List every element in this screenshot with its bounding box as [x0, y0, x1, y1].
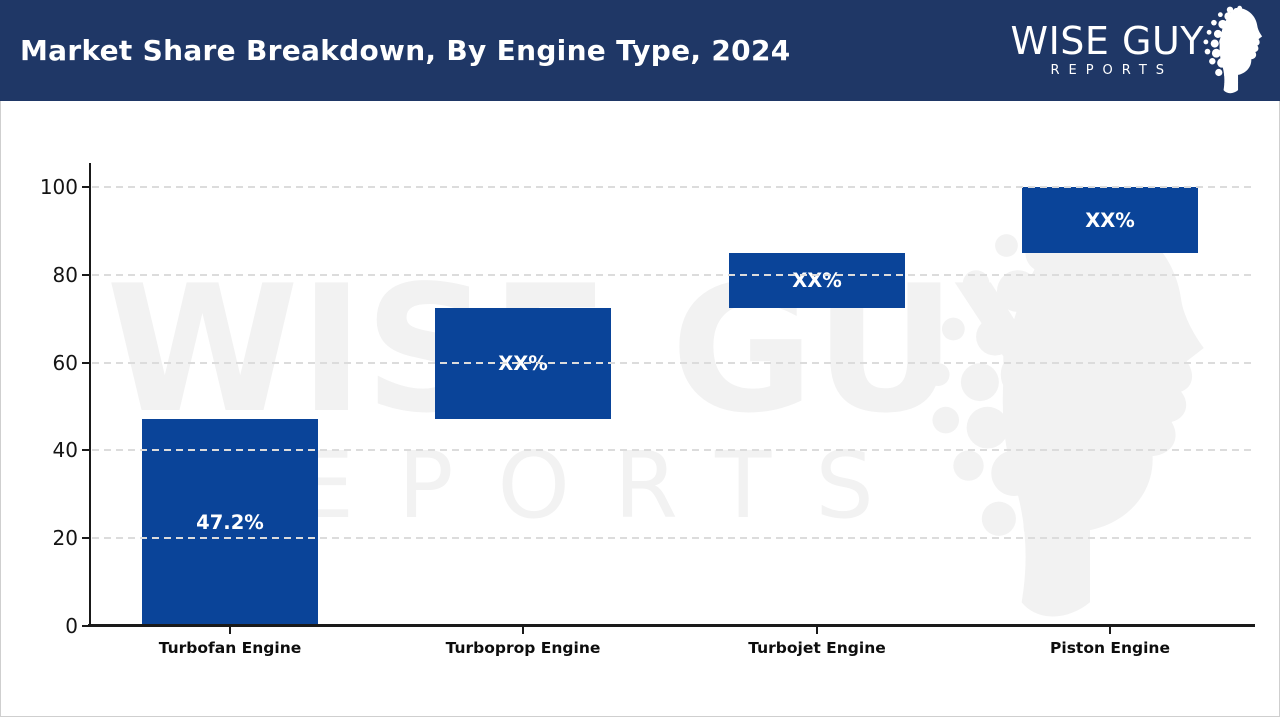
- x-axis-category-label: Turboprop Engine: [445, 639, 601, 657]
- x-axis-category-label: Turbofan Engine: [158, 639, 302, 657]
- bar-value-label: 47.2%: [196, 511, 264, 534]
- gridline: [92, 449, 1254, 451]
- y-tick-label: 60: [52, 351, 78, 375]
- bar-piston-engine: XX%: [1022, 187, 1198, 253]
- y-tick: [82, 274, 90, 276]
- brand-logo: WISE GUY REPORTS: [1011, 2, 1272, 98]
- y-tick: [82, 625, 90, 627]
- header: Market Share Breakdown, By Engine Type, …: [0, 0, 1280, 101]
- x-tick: [522, 627, 524, 634]
- x-tick: [1109, 627, 1111, 634]
- x-tick: [816, 627, 818, 634]
- gridline: [92, 274, 1254, 276]
- y-tick-label: 100: [39, 175, 78, 199]
- y-tick: [82, 186, 90, 188]
- y-tick: [82, 537, 90, 539]
- bar-value-label: XX%: [792, 269, 842, 292]
- brand-text: WISE GUY REPORTS: [1010, 19, 1204, 78]
- x-axis-line: [88, 624, 1255, 627]
- page-title: Market Share Breakdown, By Engine Type, …: [20, 34, 791, 67]
- x-axis-category-label: Turbojet Engine: [748, 639, 886, 657]
- y-tick: [82, 362, 90, 364]
- gridline: [92, 537, 1254, 539]
- y-tick-label: 0: [65, 614, 78, 638]
- y-axis-line: [89, 163, 91, 627]
- bar-value-label: XX%: [1085, 208, 1135, 232]
- bar-turbojet-engine: XX%: [729, 253, 905, 308]
- y-tick-label: 40: [52, 438, 78, 462]
- brand-head-icon: [1203, 5, 1263, 94]
- x-tick: [229, 627, 231, 634]
- gridline: [92, 186, 1254, 188]
- y-tick-label: 80: [52, 263, 78, 287]
- brand-name: WISE GUY: [1010, 19, 1204, 64]
- x-axis-category-label: Piston Engine: [1050, 639, 1170, 657]
- bar-turbofan-engine: 47.2%: [142, 419, 318, 626]
- watermark-head-icon: [926, 203, 1204, 617]
- brand-subname: REPORTS: [1050, 62, 1174, 78]
- y-tick-label: 20: [52, 526, 78, 550]
- gridline: [92, 362, 1254, 364]
- y-tick: [82, 449, 90, 451]
